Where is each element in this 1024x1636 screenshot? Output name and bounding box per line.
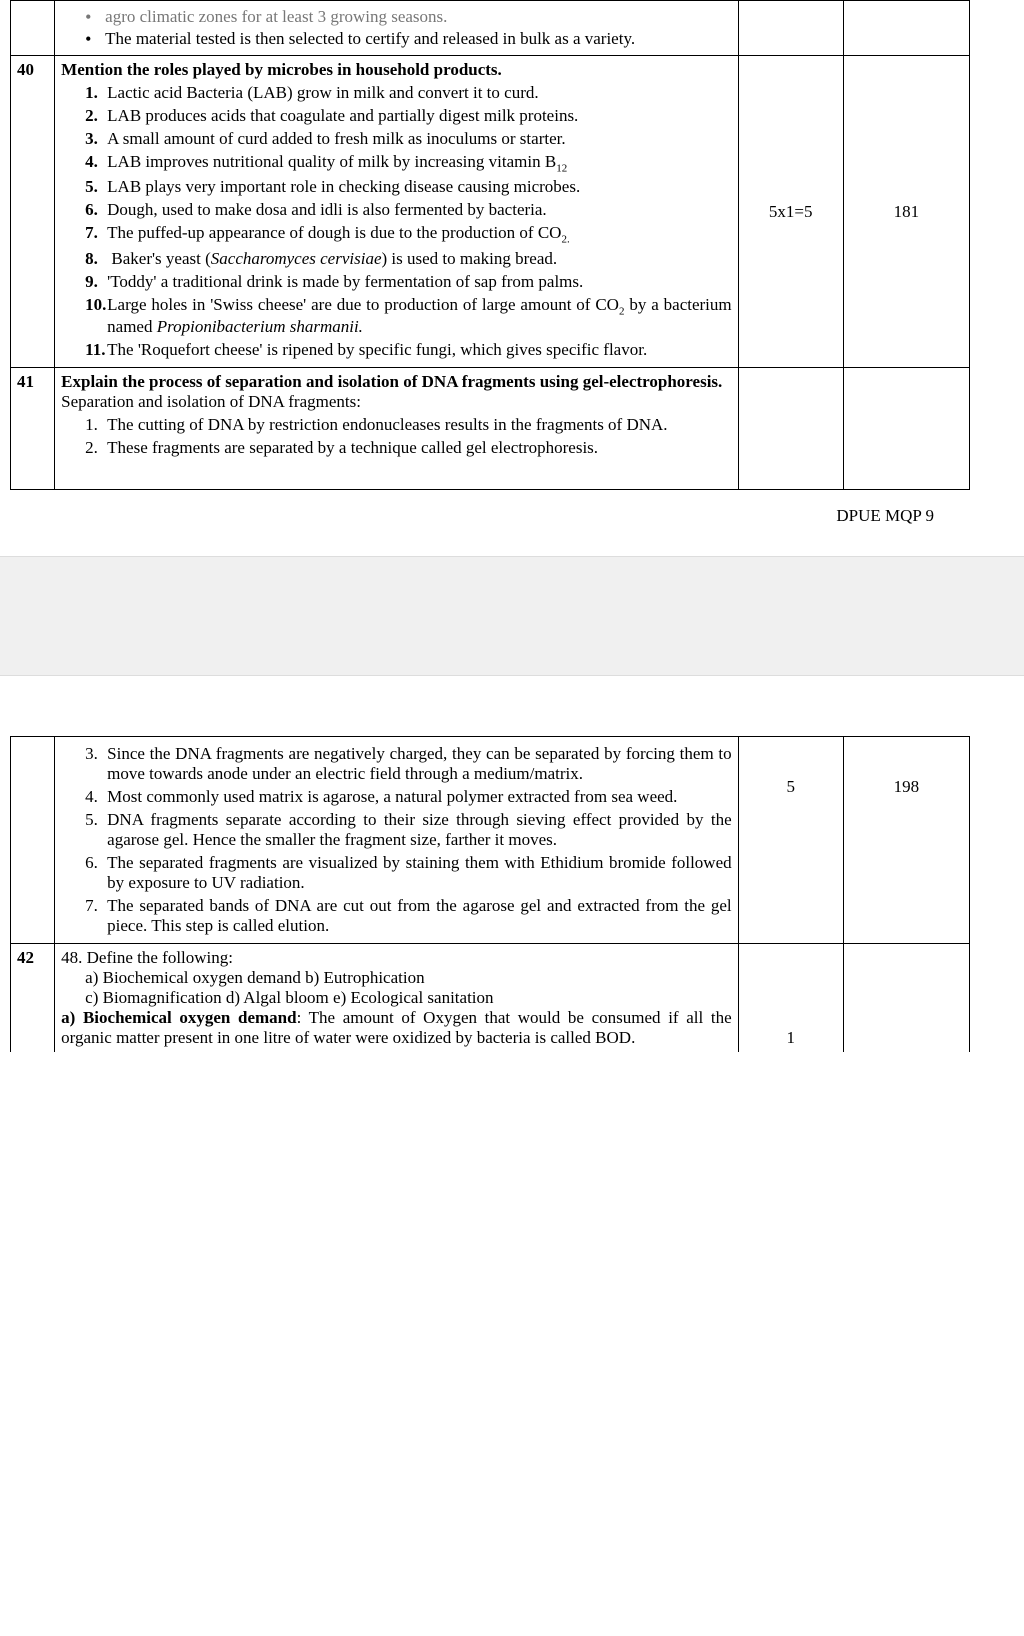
- subscript: 12: [556, 162, 567, 174]
- marks-cell: [738, 368, 843, 490]
- marks-cell: 5: [738, 737, 843, 944]
- page-break: [0, 556, 1024, 676]
- page-cell: [843, 944, 969, 1053]
- list-item: 8. Baker's yeast (Saccharomyces cervisia…: [85, 249, 731, 269]
- subheading: Separation and isolation of DNA fragment…: [61, 392, 731, 412]
- qno-cell: 40: [11, 56, 55, 368]
- item-text: The 'Roquefort cheese' is ripened by spe…: [107, 340, 647, 359]
- table-row: 3.Since the DNA fragments are negatively…: [11, 737, 970, 944]
- content-cell: 3.Since the DNA fragments are negatively…: [55, 737, 738, 944]
- answer-table-page1: agro climatic zones for at least 3 growi…: [10, 0, 970, 490]
- marks-cell: [738, 1, 843, 56]
- qno-cell: 42: [11, 944, 55, 1053]
- list-item: 2.LAB produces acids that coagulate and …: [85, 106, 731, 126]
- question-heading: Mention the roles played by microbes in …: [61, 60, 731, 80]
- content-cell: Mention the roles played by microbes in …: [55, 56, 738, 368]
- qno-cell: [11, 737, 55, 944]
- numbered-list: 1.Lactic acid Bacteria (LAB) grow in mil…: [61, 83, 731, 360]
- bullet-item: agro climatic zones for at least 3 growi…: [89, 7, 731, 27]
- page-cell: [843, 368, 969, 490]
- item-text: Baker's yeast (: [111, 249, 210, 268]
- item-text: LAB plays very important role in checkin…: [107, 177, 580, 196]
- numbered-list: 1.The cutting of DNA by restriction endo…: [61, 415, 731, 458]
- list-item: 7.The separated bands of DNA are cut out…: [85, 896, 731, 936]
- table-row: 41 Explain the process of separation and…: [11, 368, 970, 490]
- item-text: 'Toddy' a traditional drink is made by f…: [107, 272, 583, 291]
- content-cell: Explain the process of separation and is…: [55, 368, 738, 490]
- list-item: 1.The cutting of DNA by restriction endo…: [85, 415, 731, 435]
- qno-cell: 41: [11, 368, 55, 490]
- item-text: The puffed-up appearance of dough is due…: [107, 223, 561, 242]
- item-text: ) is used to making bread.: [382, 249, 558, 268]
- answer-label: a) Biochemical oxygen demand: [61, 1008, 296, 1027]
- table-row: 40 Mention the roles played by microbes …: [11, 56, 970, 368]
- page-cell: 181: [843, 56, 969, 368]
- list-item: 3.A small amount of curd added to fresh …: [85, 129, 731, 149]
- item-text: Lactic acid Bacteria (LAB) grow in milk …: [107, 83, 538, 102]
- list-item: 9.'Toddy' a traditional drink is made by…: [85, 272, 731, 292]
- bullet-text: agro climatic zones for at least 3 growi…: [105, 7, 447, 26]
- qno-text: 40: [17, 60, 34, 79]
- list-item: 11.The 'Roquefort cheese' is ripened by …: [85, 340, 731, 360]
- item-text: The separated fragments are visualized b…: [107, 853, 731, 892]
- marks-text: 1: [786, 1028, 795, 1047]
- numbered-list: 3.Since the DNA fragments are negatively…: [61, 744, 731, 936]
- item-text: The separated bands of DNA are cut out f…: [107, 896, 731, 935]
- options-line: c) Biomagnification d) Algal bloom e) Ec…: [61, 988, 731, 1008]
- subscript: 2.: [561, 234, 569, 246]
- table-row: 42 48. Define the following: a) Biochemi…: [11, 944, 970, 1053]
- marks-cell: 1: [738, 944, 843, 1053]
- options-line: a) Biochemical oxygen demand b) Eutrophi…: [61, 968, 731, 988]
- list-item: 5.LAB plays very important role in check…: [85, 177, 731, 197]
- qno-cell: [11, 1, 55, 56]
- item-text: Large holes in 'Swiss cheese' are due to…: [107, 295, 619, 314]
- list-item: 6.The separated fragments are visualized…: [85, 853, 731, 893]
- item-text: These fragments are separated by a techn…: [107, 438, 598, 457]
- content-cell: agro climatic zones for at least 3 growi…: [55, 1, 738, 56]
- list-item: 2.These fragments are separated by a tec…: [85, 438, 731, 458]
- table-row: agro climatic zones for at least 3 growi…: [11, 1, 970, 56]
- answer-table-page2: 3.Since the DNA fragments are negatively…: [10, 736, 970, 1052]
- page-footer: DPUE MQP 9: [0, 490, 1024, 526]
- answer-line: a) Biochemical oxygen demand: The amount…: [61, 1008, 731, 1048]
- marks-text: 5: [786, 777, 795, 796]
- item-text: The cutting of DNA by restriction endonu…: [107, 415, 667, 434]
- bullet-list: agro climatic zones for at least 3 growi…: [61, 7, 731, 49]
- question-heading: Explain the process of separation and is…: [61, 372, 731, 392]
- italic-text: Saccharomyces cervisiae: [211, 249, 382, 268]
- marks-cell: 5x1=5: [738, 56, 843, 368]
- bullet-item: The material tested is then selected to …: [89, 29, 731, 49]
- page-text: 181: [894, 202, 920, 221]
- bullet-text: The material tested is then selected to …: [105, 29, 635, 48]
- item-text: Since the DNA fragments are negatively c…: [107, 744, 731, 783]
- page-text: 198: [894, 777, 920, 796]
- define-line: 48. Define the following:: [61, 948, 731, 968]
- list-item: 6.Dough, used to make dosa and idli is a…: [85, 200, 731, 220]
- page-cell: [843, 1, 969, 56]
- list-item: 3.Since the DNA fragments are negatively…: [85, 744, 731, 784]
- list-item: 7.The puffed-up appearance of dough is d…: [85, 223, 731, 245]
- item-text: LAB produces acids that coagulate and pa…: [107, 106, 578, 125]
- qno-text: 42: [17, 948, 34, 967]
- item-text: Dough, used to make dosa and idli is als…: [107, 200, 547, 219]
- qno-text: 41: [17, 372, 34, 391]
- item-text: Most commonly used matrix is agarose, a …: [107, 787, 677, 806]
- footer-text: DPUE MQP 9: [836, 506, 934, 525]
- list-item: 10.Large holes in 'Swiss cheese' are due…: [85, 295, 731, 337]
- list-item: 4.LAB improves nutritional quality of mi…: [85, 152, 731, 174]
- list-item: 1.Lactic acid Bacteria (LAB) grow in mil…: [85, 83, 731, 103]
- marks-text: 5x1=5: [769, 202, 813, 221]
- page-cell: 198: [843, 737, 969, 944]
- item-text: DNA fragments separate according to thei…: [107, 810, 731, 849]
- italic-text: Propionibacterium sharmanii.: [157, 317, 363, 336]
- item-text: LAB improves nutritional quality of milk…: [107, 152, 556, 171]
- list-item: 5.DNA fragments separate according to th…: [85, 810, 731, 850]
- list-item: 4.Most commonly used matrix is agarose, …: [85, 787, 731, 807]
- item-text: A small amount of curd added to fresh mi…: [107, 129, 565, 148]
- content-cell: 48. Define the following: a) Biochemical…: [55, 944, 738, 1053]
